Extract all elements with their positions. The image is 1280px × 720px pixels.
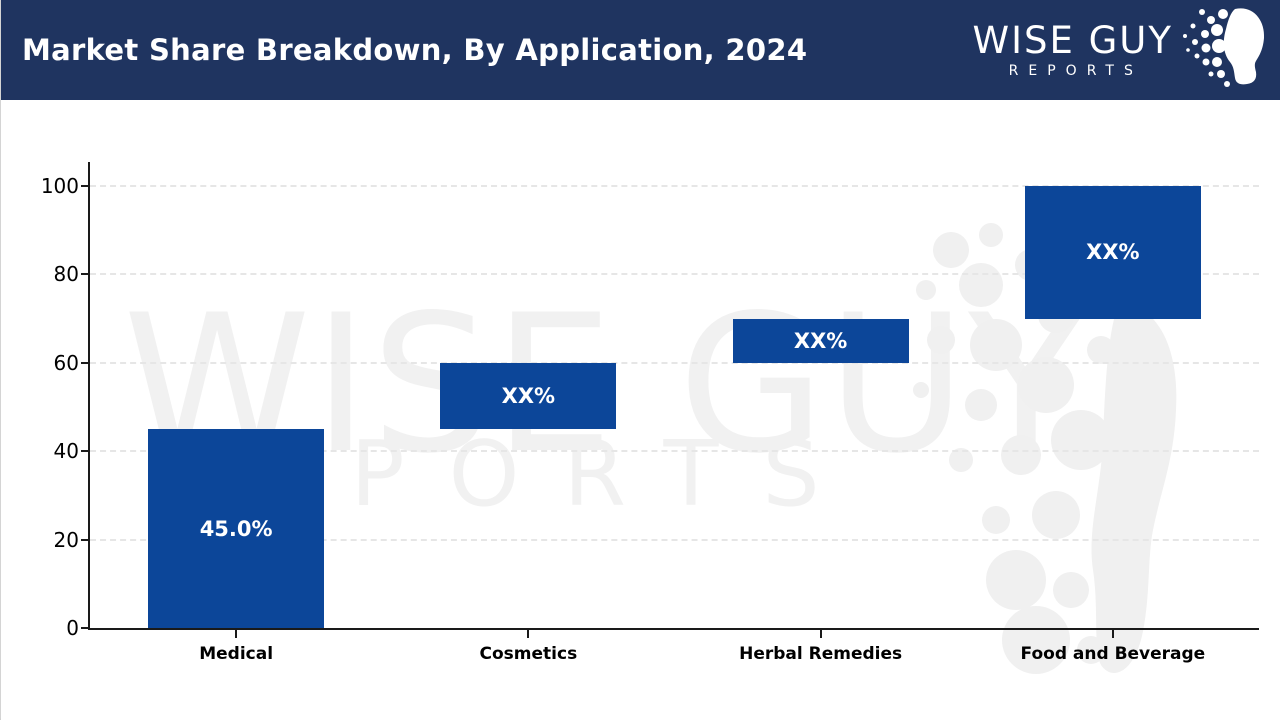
y-axis-line	[88, 162, 90, 630]
gridline-40	[90, 450, 1259, 453]
watermark-head-icon	[831, 210, 1211, 694]
header-bar: Market Share Breakdown, By Application, …	[1, 0, 1280, 100]
y-tick-label: 0	[66, 616, 79, 640]
y-tick-label: 100	[40, 174, 79, 198]
x-axis-line	[88, 628, 1259, 630]
bar-value-label-cosmetics: XX%	[501, 383, 556, 408]
gridline-100	[90, 185, 1259, 187]
y-tick-label: 80	[53, 262, 79, 287]
bar-value-label-food-and-beverage: XX%	[1086, 240, 1140, 265]
bar-food-and-beverage	[1024, 186, 1201, 319]
x-tick-label-cosmetics: Cosmetics	[479, 644, 578, 664]
gridline-20	[90, 538, 1259, 541]
x-tick-mark	[819, 630, 822, 638]
bar-herbal-remedies	[732, 318, 909, 363]
x-tick-label-medical: Medical	[199, 644, 274, 664]
x-tick-mark	[527, 630, 530, 638]
bar-medical	[148, 429, 325, 628]
y-tick-mark	[81, 627, 89, 629]
bar-value-label-medical: 45.0%	[199, 516, 273, 541]
bar-value-label-herbal-remedies: XX%	[793, 328, 848, 353]
y-tick-mark	[81, 361, 89, 364]
logo-wordmark: WISE GUY	[972, 18, 1173, 62]
chart-title: Market Share Breakdown, By Application, …	[22, 33, 808, 67]
y-tick-mark	[81, 450, 89, 453]
x-tick-label-herbal-remedies: Herbal Remedies	[739, 644, 903, 664]
y-tick-mark	[81, 538, 89, 541]
y-tick-label: 60	[53, 350, 79, 375]
gridline-60	[90, 361, 1259, 364]
logo-subtitle: REPORTS	[1008, 62, 1143, 79]
y-tick-mark	[81, 273, 89, 276]
x-tick-label-food-and-beverage: Food and Beverage	[1020, 644, 1206, 664]
y-tick-mark	[81, 185, 89, 187]
logo-head-icon	[1175, 4, 1267, 96]
bar-cosmetics	[440, 362, 617, 430]
y-tick-label: 20	[53, 527, 79, 552]
x-tick-mark	[1111, 630, 1114, 638]
logo-text: WISE GUY REPORTS	[973, 22, 1173, 79]
x-tick-mark	[235, 630, 238, 638]
chart-area: WISE GUY REPORTS 0 20 40 60 80 100 45.0% Medica…	[1, 100, 1280, 720]
y-tick-label: 40	[53, 439, 79, 464]
wise-guy-reports-logo: WISE GUY REPORTS	[973, 4, 1280, 96]
gridline-80	[90, 273, 1259, 276]
